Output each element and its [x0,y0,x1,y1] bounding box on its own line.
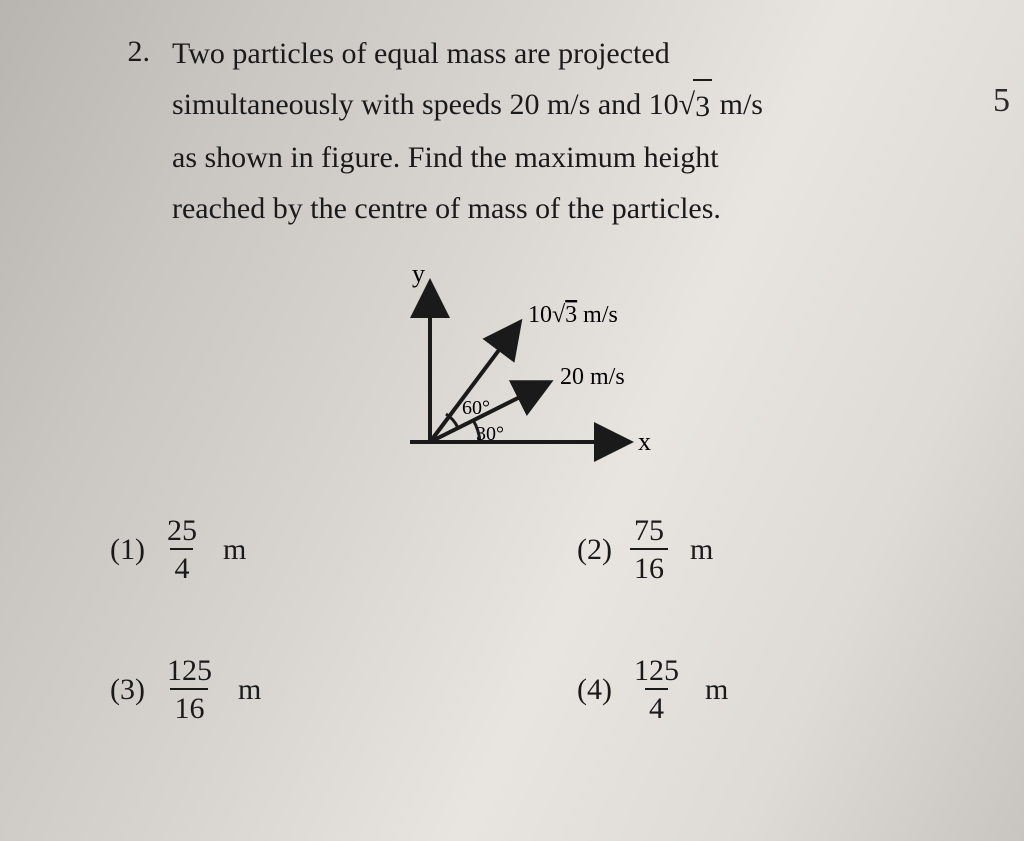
option-3-unit: m [238,673,261,707]
question-text: Two particles of equal mass are projecte… [172,28,763,234]
option-2-unit: m [690,533,713,567]
axis-y-label: y [412,262,425,288]
option-4-unit: m [705,673,728,707]
option-2: (2) 75 16 m [577,516,964,584]
option-4-fraction: 125 4 [630,656,683,724]
svg-text:10√3 m/s: 10√3 m/s [528,302,618,328]
option-3-fraction: 125 16 [163,656,216,724]
option-3-den: 16 [170,688,208,724]
option-1-paren: (1) [110,533,145,567]
option-1-den: 4 [170,548,193,584]
option-1: (1) 25 4 m [110,516,497,584]
question-row: 2. Two particles of equal mass are proje… [110,28,964,234]
sqrt-radicand: 3 [693,79,712,132]
v1-label-sqrt: 3 [565,302,577,328]
angle1-label: 60° [462,397,490,419]
qline3: as shown in figure. Find the maximum hei… [172,141,719,174]
sqrt-symbol: √3 [679,79,712,132]
option-4-den: 4 [645,688,668,724]
option-1-fraction: 25 4 [163,516,201,584]
v1-label-b: m/s [577,302,618,328]
option-2-num: 75 [630,516,668,548]
page-container: 2. Two particles of equal mass are proje… [0,0,1024,841]
projectile-figure: y x 10√3 m/s 20 m/s 60° 30° [370,262,750,492]
option-3: (3) 125 16 m [110,656,497,724]
margin-mark: 5 [993,82,1010,120]
option-2-fraction: 75 16 [630,516,668,584]
angle2-label: 30° [476,423,504,445]
option-3-paren: (3) [110,673,145,707]
axis-x-label: x [638,427,651,456]
option-1-unit: m [223,533,246,567]
qline1: Two particles of equal mass are projecte… [172,37,670,70]
option-1-num: 25 [163,516,201,548]
options-grid: (1) 25 4 m (2) 75 16 m (3) 125 16 m (4) [110,516,964,724]
option-2-den: 16 [630,548,668,584]
option-4-paren: (4) [577,673,612,707]
question-number: 2. [110,28,150,234]
qline2b: m/s [712,88,763,121]
option-4-num: 125 [630,656,683,688]
v1-label-a: 10 [528,302,552,328]
option-3-num: 125 [163,656,216,688]
qline4: reached by the centre of mass of the par… [172,192,721,225]
option-4: (4) 125 4 m [577,656,964,724]
qline2a: simultaneously with speeds 20 m/s and 10 [172,88,679,121]
option-2-paren: (2) [577,533,612,567]
v2-label: 20 m/s [560,364,625,390]
